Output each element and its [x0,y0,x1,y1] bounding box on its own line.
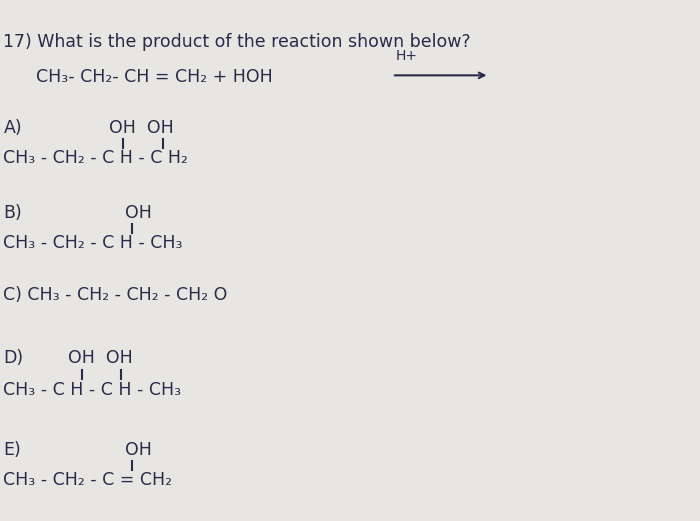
Text: C) CH₃ - CH₂ - CH₂ - CH₂ O: C) CH₃ - CH₂ - CH₂ - CH₂ O [4,286,228,304]
Text: CH₃ - CH₂ - C H - CH₃: CH₃ - CH₂ - C H - CH₃ [4,234,183,252]
Text: B): B) [4,204,22,222]
Text: A): A) [4,119,22,137]
Text: OH  OH: OH OH [68,350,132,367]
Text: CH₃ - C H - C H - CH₃: CH₃ - C H - C H - CH₃ [4,381,181,399]
Text: CH₃ - CH₂ - C = CH₂: CH₃ - CH₂ - C = CH₂ [4,472,172,489]
Text: D): D) [4,350,24,367]
Text: OH  OH: OH OH [109,119,174,137]
Text: H+: H+ [395,49,417,64]
Text: OH: OH [125,441,153,459]
Text: 17) What is the product of the reaction shown below?: 17) What is the product of the reaction … [4,33,471,51]
Text: CH₃- CH₂- CH = CH₂ + HOH: CH₃- CH₂- CH = CH₂ + HOH [36,68,273,86]
Text: OH: OH [125,204,153,222]
Text: CH₃ - CH₂ - C H - C H₂: CH₃ - CH₂ - C H - C H₂ [4,149,188,167]
Text: E): E) [4,441,21,459]
